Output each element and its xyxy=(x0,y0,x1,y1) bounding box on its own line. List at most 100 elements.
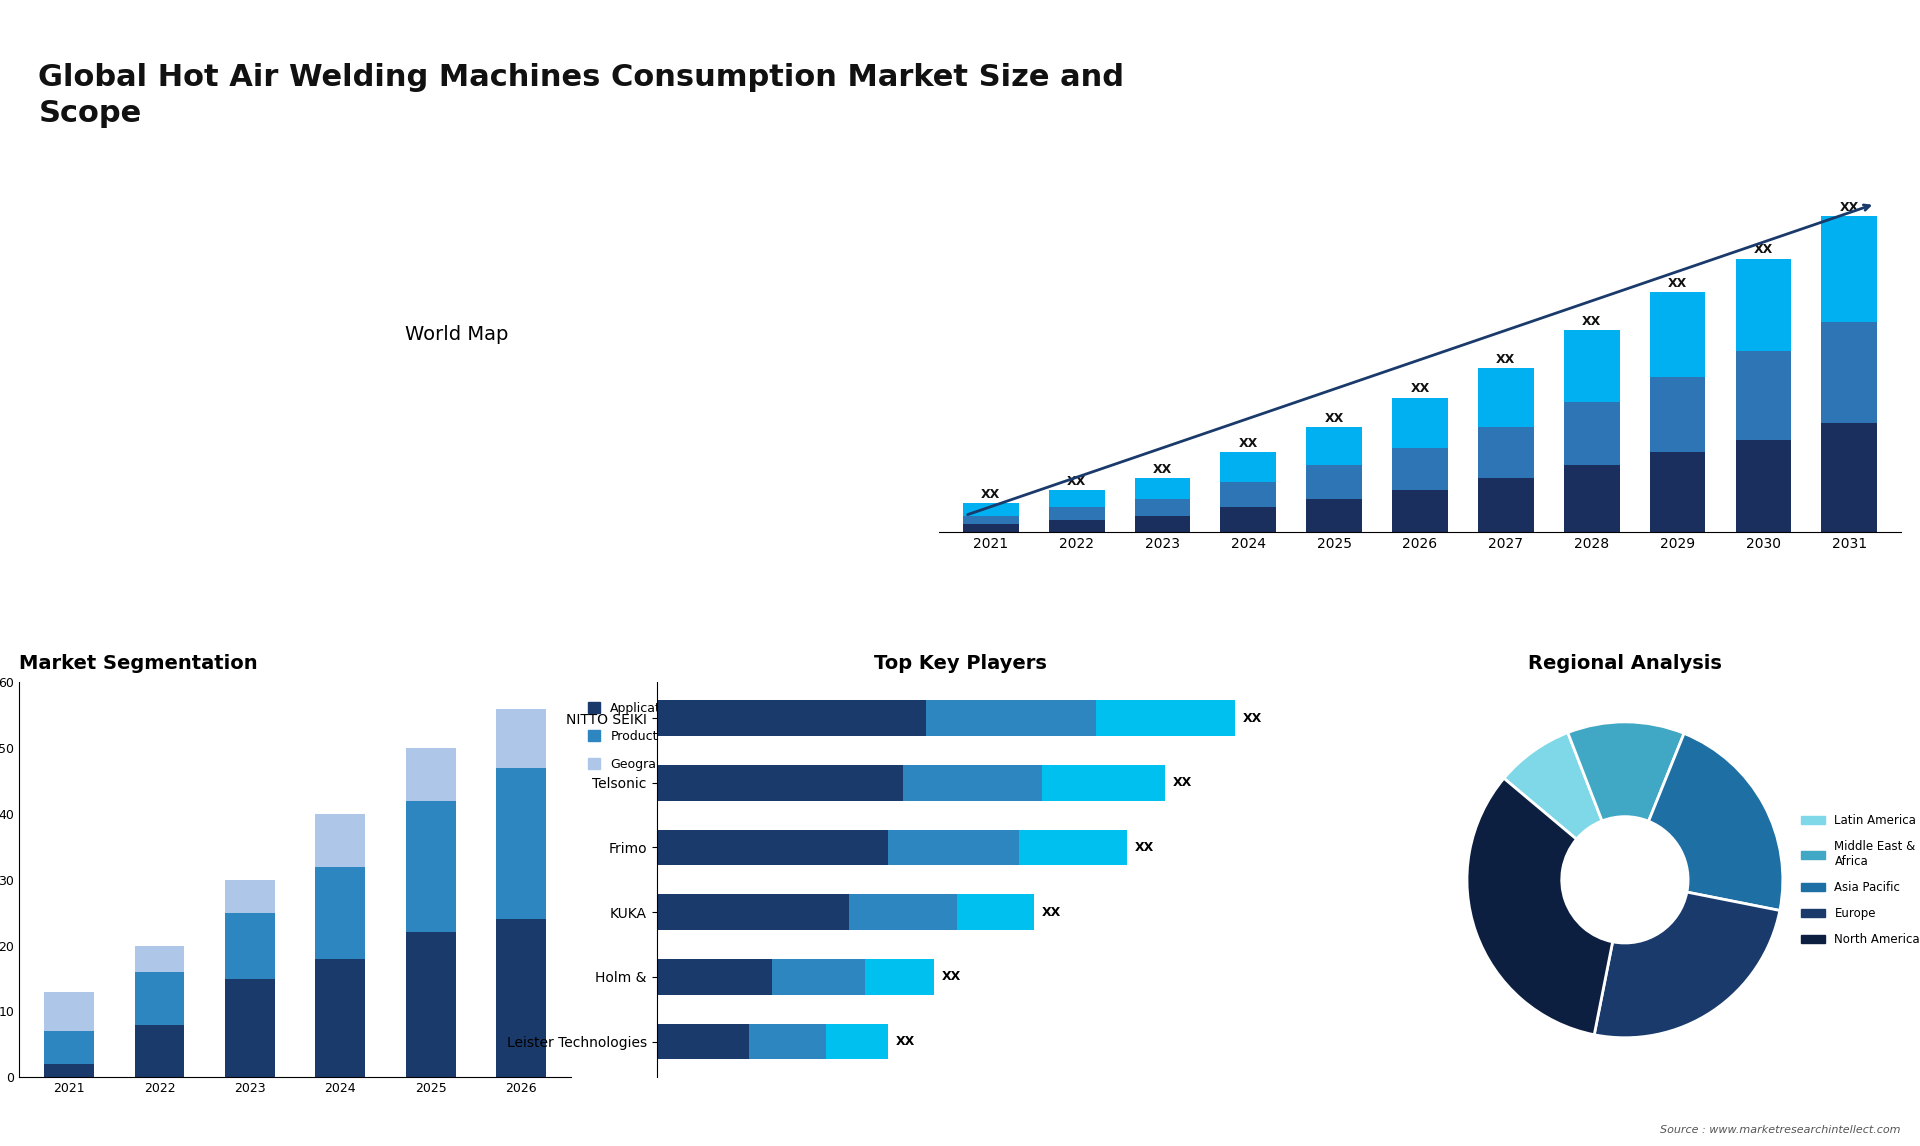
Bar xyxy=(1392,398,1448,448)
Title: Regional Analysis: Regional Analysis xyxy=(1528,653,1722,673)
Bar xyxy=(1822,217,1878,322)
Bar xyxy=(925,700,1096,736)
Bar xyxy=(1096,700,1235,736)
Bar xyxy=(1563,465,1620,533)
Legend: Latin America, Middle East &
Africa, Asia Pacific, Europe, North America: Latin America, Middle East & Africa, Asi… xyxy=(1797,809,1920,950)
Bar xyxy=(1306,499,1361,533)
Text: XX: XX xyxy=(895,1035,914,1047)
Bar xyxy=(849,894,956,929)
Bar xyxy=(1043,766,1165,801)
Bar xyxy=(225,880,275,912)
Text: MARKET
RESEARCH
INTELLECT: MARKET RESEARCH INTELLECT xyxy=(1801,36,1860,72)
Bar xyxy=(1649,292,1705,377)
Title: Top Key Players: Top Key Players xyxy=(874,653,1046,673)
Bar xyxy=(1736,440,1791,533)
Text: XX: XX xyxy=(1043,905,1062,919)
Bar xyxy=(826,1023,887,1059)
Bar xyxy=(405,933,455,1077)
Bar xyxy=(1135,478,1190,499)
Bar xyxy=(1020,830,1127,865)
Bar xyxy=(1048,520,1104,533)
Bar xyxy=(1048,490,1104,507)
Bar xyxy=(1221,507,1277,533)
Bar xyxy=(1478,478,1534,533)
Text: XX: XX xyxy=(1668,277,1688,290)
Bar xyxy=(1135,499,1190,516)
Text: XX: XX xyxy=(1068,476,1087,488)
Bar xyxy=(315,866,365,959)
Bar xyxy=(1822,322,1878,423)
Text: World Map: World Map xyxy=(405,325,509,345)
Bar xyxy=(864,959,933,995)
Bar xyxy=(1736,352,1791,440)
Text: XX: XX xyxy=(941,971,960,983)
Bar xyxy=(1478,427,1534,478)
Bar xyxy=(1392,490,1448,533)
Bar xyxy=(1221,481,1277,507)
Bar xyxy=(44,1031,94,1065)
Bar xyxy=(887,830,1020,865)
Text: XX: XX xyxy=(1152,463,1171,476)
Bar xyxy=(657,830,887,865)
Bar xyxy=(1649,453,1705,533)
Bar xyxy=(495,708,545,768)
Polygon shape xyxy=(1617,26,1795,110)
Bar xyxy=(315,959,365,1077)
Bar xyxy=(749,1023,826,1059)
Bar xyxy=(44,991,94,1031)
Text: XX: XX xyxy=(1135,841,1154,854)
Bar xyxy=(1135,516,1190,533)
Bar xyxy=(225,979,275,1077)
Bar xyxy=(134,1025,184,1077)
Bar xyxy=(657,766,902,801)
Bar xyxy=(1563,402,1620,465)
Bar xyxy=(1306,465,1361,499)
Text: Source : www.marketresearchintellect.com: Source : www.marketresearchintellect.com xyxy=(1661,1124,1901,1135)
Bar xyxy=(405,801,455,933)
Bar xyxy=(902,766,1043,801)
Bar xyxy=(657,700,925,736)
Bar xyxy=(134,945,184,972)
Bar xyxy=(1822,423,1878,533)
Bar xyxy=(405,748,455,801)
Wedge shape xyxy=(1649,733,1784,910)
Text: XX: XX xyxy=(1582,315,1601,328)
Bar xyxy=(134,972,184,1025)
Legend: Application, Product, Geography: Application, Product, Geography xyxy=(584,697,685,776)
Bar xyxy=(495,919,545,1077)
Bar xyxy=(225,912,275,979)
Bar xyxy=(772,959,864,995)
Text: XX: XX xyxy=(1839,202,1859,214)
Bar xyxy=(657,1023,749,1059)
Bar xyxy=(315,814,365,866)
Text: Market Segmentation: Market Segmentation xyxy=(19,653,257,673)
Text: XX: XX xyxy=(1238,438,1258,450)
Bar xyxy=(495,768,545,919)
Wedge shape xyxy=(1467,778,1613,1035)
Text: XX: XX xyxy=(1496,353,1515,366)
Text: XX: XX xyxy=(1242,712,1261,724)
Bar xyxy=(1478,368,1534,427)
Bar xyxy=(1306,427,1361,465)
Bar xyxy=(1736,259,1791,352)
Bar xyxy=(962,516,1020,524)
Text: Global Hot Air Welding Machines Consumption Market Size and
Scope: Global Hot Air Welding Machines Consumpt… xyxy=(38,63,1125,128)
Wedge shape xyxy=(1594,892,1780,1038)
Bar xyxy=(44,1065,94,1077)
Bar xyxy=(657,894,849,929)
Bar xyxy=(1563,330,1620,402)
Wedge shape xyxy=(1503,732,1601,839)
Text: XX: XX xyxy=(1173,776,1192,790)
Wedge shape xyxy=(1569,722,1684,822)
Text: XX: XX xyxy=(1325,411,1344,425)
Bar xyxy=(962,503,1020,516)
Bar xyxy=(1649,377,1705,453)
Bar xyxy=(1392,448,1448,490)
Bar xyxy=(956,894,1035,929)
Text: XX: XX xyxy=(1411,383,1430,395)
Bar xyxy=(1221,453,1277,481)
Bar xyxy=(962,524,1020,533)
Text: XX: XX xyxy=(981,488,1000,501)
Text: XX: XX xyxy=(1753,243,1772,257)
Bar xyxy=(657,959,772,995)
